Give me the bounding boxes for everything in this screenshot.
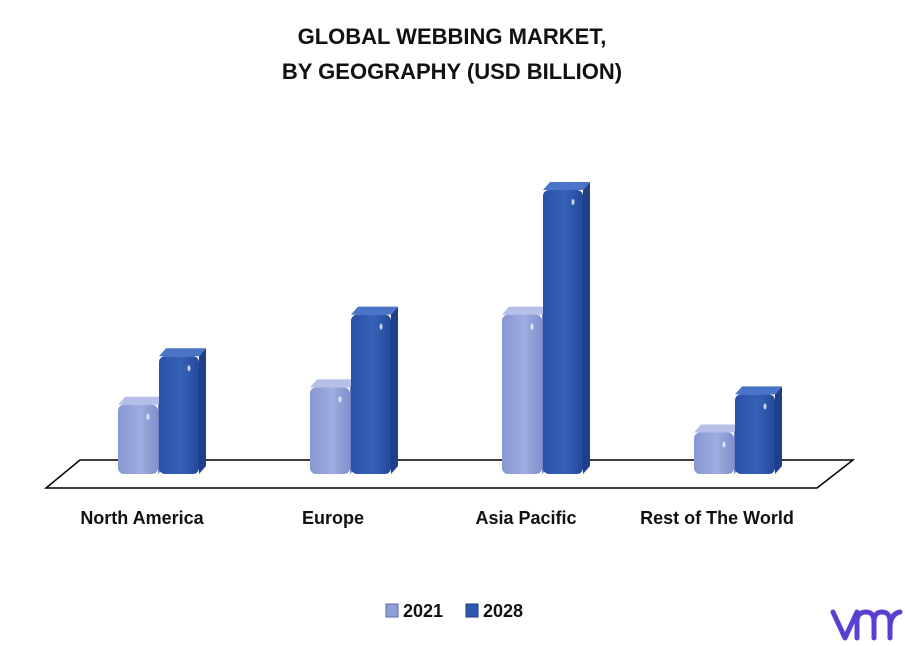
vmr-logo-icon (830, 609, 903, 641)
bar-side (391, 306, 398, 474)
bar-top (694, 424, 741, 433)
bar-2028 (159, 356, 199, 474)
category-label: Europe (302, 508, 364, 528)
legend-label-2028: 2028 (483, 601, 523, 621)
category-label: North America (80, 508, 204, 528)
bar-side (583, 182, 590, 474)
chart-floor (43, 459, 856, 489)
bar-2028 (351, 314, 391, 474)
bar-highlight (722, 441, 726, 448)
bar-highlight (530, 323, 534, 330)
bar-2028 (543, 190, 583, 474)
bar-top (735, 386, 782, 395)
bar-2021 (694, 432, 734, 474)
bar-2021 (502, 314, 542, 474)
legend-swatch-2021 (385, 603, 399, 618)
bar-top (351, 306, 398, 315)
legend: 2021 2028 (385, 601, 523, 621)
chart-title: GLOBAL WEBBING MARKET, (298, 24, 607, 49)
bar-2028 (735, 394, 775, 474)
bar-highlight (379, 323, 383, 330)
bar-top (310, 379, 357, 388)
bar-2021 (118, 404, 158, 474)
bar-top (118, 396, 165, 405)
bar-top (502, 306, 549, 315)
bar-top (543, 182, 590, 190)
bar-highlight (571, 199, 575, 205)
bar-highlight (187, 365, 191, 372)
bar-highlight (338, 396, 342, 403)
bar-side (199, 348, 206, 474)
category-label: Rest of The World (640, 508, 794, 528)
bar-side (775, 386, 782, 474)
category-label: Asia Pacific (475, 508, 576, 528)
legend-swatch-2028 (465, 603, 479, 618)
bar-highlight (763, 403, 767, 410)
bar-2021 (310, 387, 350, 474)
bar-top (159, 348, 206, 357)
bars-group (118, 182, 782, 474)
legend-label-2021: 2021 (403, 601, 443, 621)
chart-subtitle: BY GEOGRAPHY (USD BILLION) (282, 59, 622, 84)
bar-highlight (146, 413, 150, 420)
